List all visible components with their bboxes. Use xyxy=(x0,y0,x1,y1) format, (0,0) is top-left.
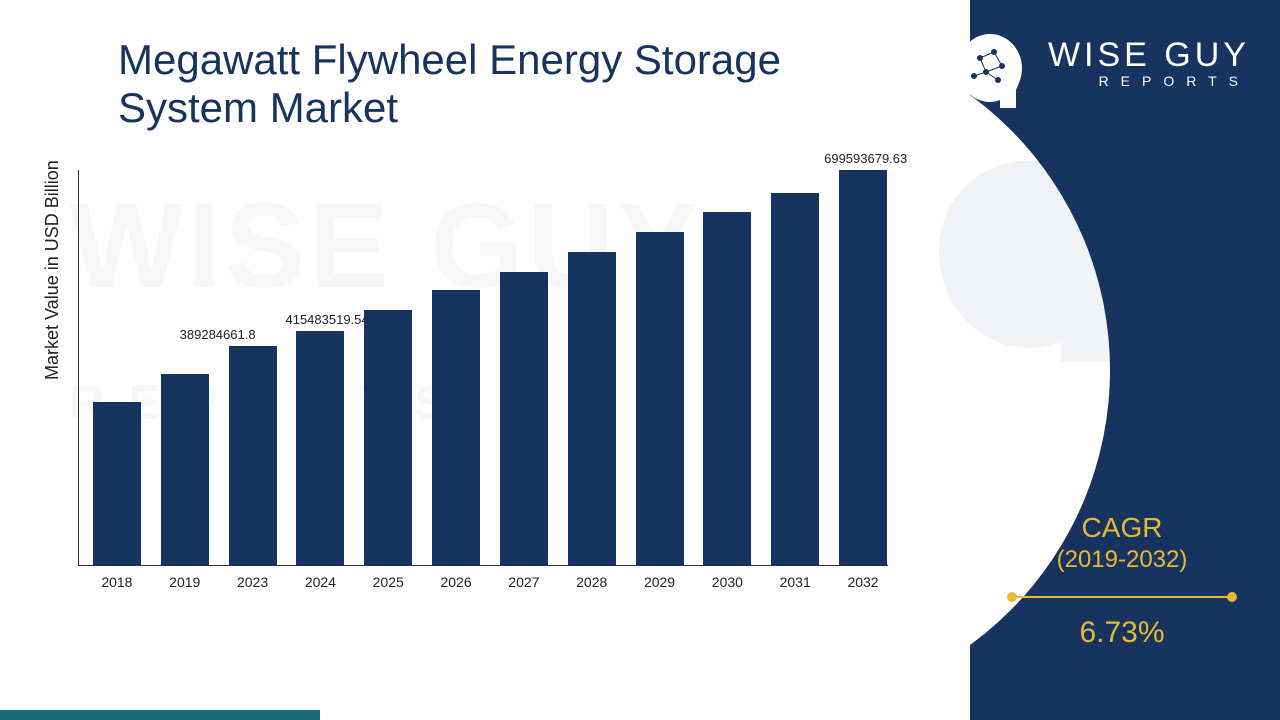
x-labels-container: 2018 2019 2023 2024 2025 2026 2027 2028 2029 2030… xyxy=(78,574,888,590)
bar-wrap: 415483519.54 xyxy=(295,331,345,566)
brand-bottom-text: REPORTS xyxy=(1048,73,1250,89)
x-axis-label: 2026 xyxy=(431,574,481,590)
cagr-value: 6.73% xyxy=(1002,616,1242,650)
bar xyxy=(432,290,480,566)
bar xyxy=(703,212,751,566)
bar xyxy=(500,272,548,566)
bar xyxy=(636,232,684,566)
bar xyxy=(568,252,616,566)
bar-wrap xyxy=(160,374,210,566)
brand-logo: WISE GUY REPORTS xyxy=(1048,36,1250,89)
bar-value-label: 415483519.54 xyxy=(285,312,368,327)
bar-wrap: 699593679.63 xyxy=(838,170,888,566)
cagr-block: CAGR (2019-2032) 6.73% xyxy=(1002,512,1242,650)
bar xyxy=(296,331,344,566)
bar-wrap xyxy=(635,232,685,566)
bar xyxy=(161,374,209,566)
chart-title: Megawatt Flywheel Energy Storage System … xyxy=(118,36,878,133)
bar-wrap: 389284661.8 xyxy=(228,346,278,566)
bar-wrap xyxy=(92,402,142,566)
bar xyxy=(229,346,277,566)
cagr-divider xyxy=(1012,596,1232,598)
x-axis-label: 2028 xyxy=(567,574,617,590)
bar xyxy=(364,310,412,566)
bar xyxy=(93,402,141,566)
bar-chart: 389284661.8 415483519.54 699593679.63 2018… xyxy=(78,170,888,590)
y-axis-label: Market Value in USD Billion xyxy=(42,160,63,380)
bar-wrap xyxy=(499,272,549,566)
bar-wrap xyxy=(431,290,481,566)
bar-wrap xyxy=(702,212,752,566)
bottom-accent-bar xyxy=(0,710,320,720)
x-axis-label: 2030 xyxy=(702,574,752,590)
cagr-title: CAGR xyxy=(1002,512,1242,544)
x-axis-label: 2031 xyxy=(770,574,820,590)
bar-wrap xyxy=(363,310,413,566)
x-axis-label: 2019 xyxy=(160,574,210,590)
x-axis-label: 2023 xyxy=(228,574,278,590)
x-axis-label: 2024 xyxy=(295,574,345,590)
bar-value-label: 699593679.63 xyxy=(824,151,907,166)
x-axis-label: 2018 xyxy=(92,574,142,590)
bar xyxy=(839,170,887,566)
x-axis-label: 2032 xyxy=(838,574,888,590)
cagr-range: (2019-2032) xyxy=(1002,546,1242,574)
bar-wrap xyxy=(770,193,820,566)
brand-top-text: WISE GUY xyxy=(1048,36,1250,75)
bar-value-label: 389284661.8 xyxy=(180,327,256,342)
bars-container: 389284661.8 415483519.54 699593679.63 xyxy=(78,170,888,566)
x-axis-label: 2029 xyxy=(635,574,685,590)
brand-head-icon xyxy=(950,30,1030,120)
x-axis-label: 2027 xyxy=(499,574,549,590)
x-axis-label: 2025 xyxy=(363,574,413,590)
bar xyxy=(771,193,819,566)
bar-wrap xyxy=(567,252,617,566)
